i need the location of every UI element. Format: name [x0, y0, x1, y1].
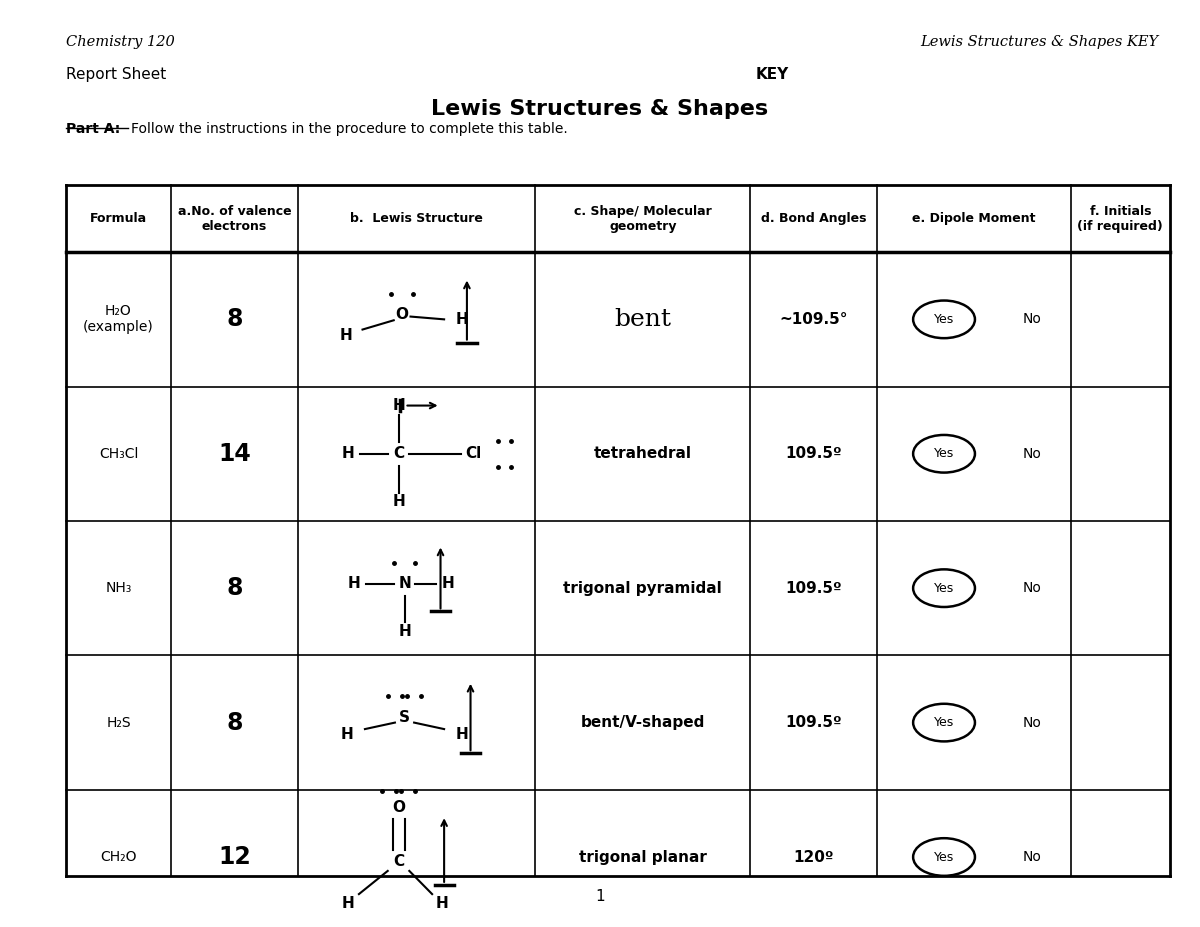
Text: Follow the instructions in the procedure to complete this table.: Follow the instructions in the procedure…: [131, 122, 568, 136]
Text: Yes: Yes: [934, 312, 954, 326]
Text: 14: 14: [218, 442, 251, 465]
Text: H: H: [442, 576, 454, 591]
Text: 1: 1: [595, 889, 605, 904]
Text: c. Shape/ Molecular
geometry: c. Shape/ Molecular geometry: [574, 205, 712, 233]
Text: N: N: [398, 576, 410, 591]
Text: H: H: [348, 576, 360, 591]
Text: H: H: [340, 327, 352, 343]
Text: H: H: [398, 624, 410, 640]
Text: NH₃: NH₃: [106, 581, 132, 595]
Text: H: H: [342, 446, 354, 462]
Text: f. Initials
(if required): f. Initials (if required): [1078, 205, 1163, 233]
Text: 109.5º: 109.5º: [786, 715, 842, 730]
Text: Cl: Cl: [464, 446, 481, 462]
Text: Report Sheet: Report Sheet: [66, 67, 167, 82]
Text: H: H: [341, 727, 353, 743]
Text: H₂O
(example): H₂O (example): [83, 304, 154, 335]
Text: ~109.5°: ~109.5°: [780, 311, 848, 327]
Text: Lewis Structures & Shapes: Lewis Structures & Shapes: [432, 99, 768, 120]
Text: H: H: [342, 895, 354, 911]
Text: bent/V-shaped: bent/V-shaped: [581, 715, 706, 730]
Text: C: C: [392, 854, 404, 870]
Text: O: O: [396, 307, 409, 323]
Text: Yes: Yes: [934, 447, 954, 461]
Text: tetrahedral: tetrahedral: [594, 446, 692, 462]
Text: 8: 8: [226, 711, 242, 734]
Text: S: S: [400, 710, 410, 726]
Text: trigonal planar: trigonal planar: [578, 849, 707, 865]
Text: C: C: [392, 446, 404, 462]
Text: b.  Lewis Structure: b. Lewis Structure: [350, 212, 482, 225]
Text: e. Dipole Moment: e. Dipole Moment: [912, 212, 1036, 225]
Text: CH₂O: CH₂O: [100, 850, 137, 864]
Text: Yes: Yes: [934, 850, 954, 864]
Text: trigonal pyramidal: trigonal pyramidal: [564, 580, 722, 596]
Text: 120º: 120º: [793, 849, 834, 865]
Text: Formula: Formula: [90, 212, 148, 225]
Text: 109.5º: 109.5º: [786, 580, 842, 596]
Text: No: No: [1022, 312, 1042, 326]
Text: Yes: Yes: [934, 716, 954, 730]
Text: No: No: [1022, 850, 1042, 864]
Text: H: H: [456, 311, 468, 327]
Text: 12: 12: [218, 845, 251, 869]
Text: H: H: [392, 398, 404, 413]
Text: a.No. of valence
electrons: a.No. of valence electrons: [178, 205, 292, 233]
Text: Yes: Yes: [934, 581, 954, 595]
Text: Part A:: Part A:: [66, 122, 120, 136]
Text: H₂S: H₂S: [106, 716, 131, 730]
Text: d. Bond Angles: d. Bond Angles: [761, 212, 866, 225]
Text: KEY: KEY: [756, 67, 790, 82]
Text: CH₃Cl: CH₃Cl: [98, 447, 138, 461]
Text: No: No: [1022, 716, 1042, 730]
Text: No: No: [1022, 581, 1042, 595]
Text: Chemistry 120: Chemistry 120: [66, 35, 175, 49]
Text: O: O: [392, 800, 406, 816]
Text: H: H: [436, 895, 448, 911]
Text: No: No: [1022, 447, 1042, 461]
Text: H: H: [392, 494, 404, 510]
Text: H: H: [456, 727, 468, 743]
Text: 8: 8: [226, 577, 242, 600]
Text: 109.5º: 109.5º: [786, 446, 842, 462]
Text: Lewis Structures & Shapes KEY: Lewis Structures & Shapes KEY: [920, 35, 1158, 49]
Text: 8: 8: [226, 308, 242, 331]
Text: bent: bent: [614, 308, 671, 331]
